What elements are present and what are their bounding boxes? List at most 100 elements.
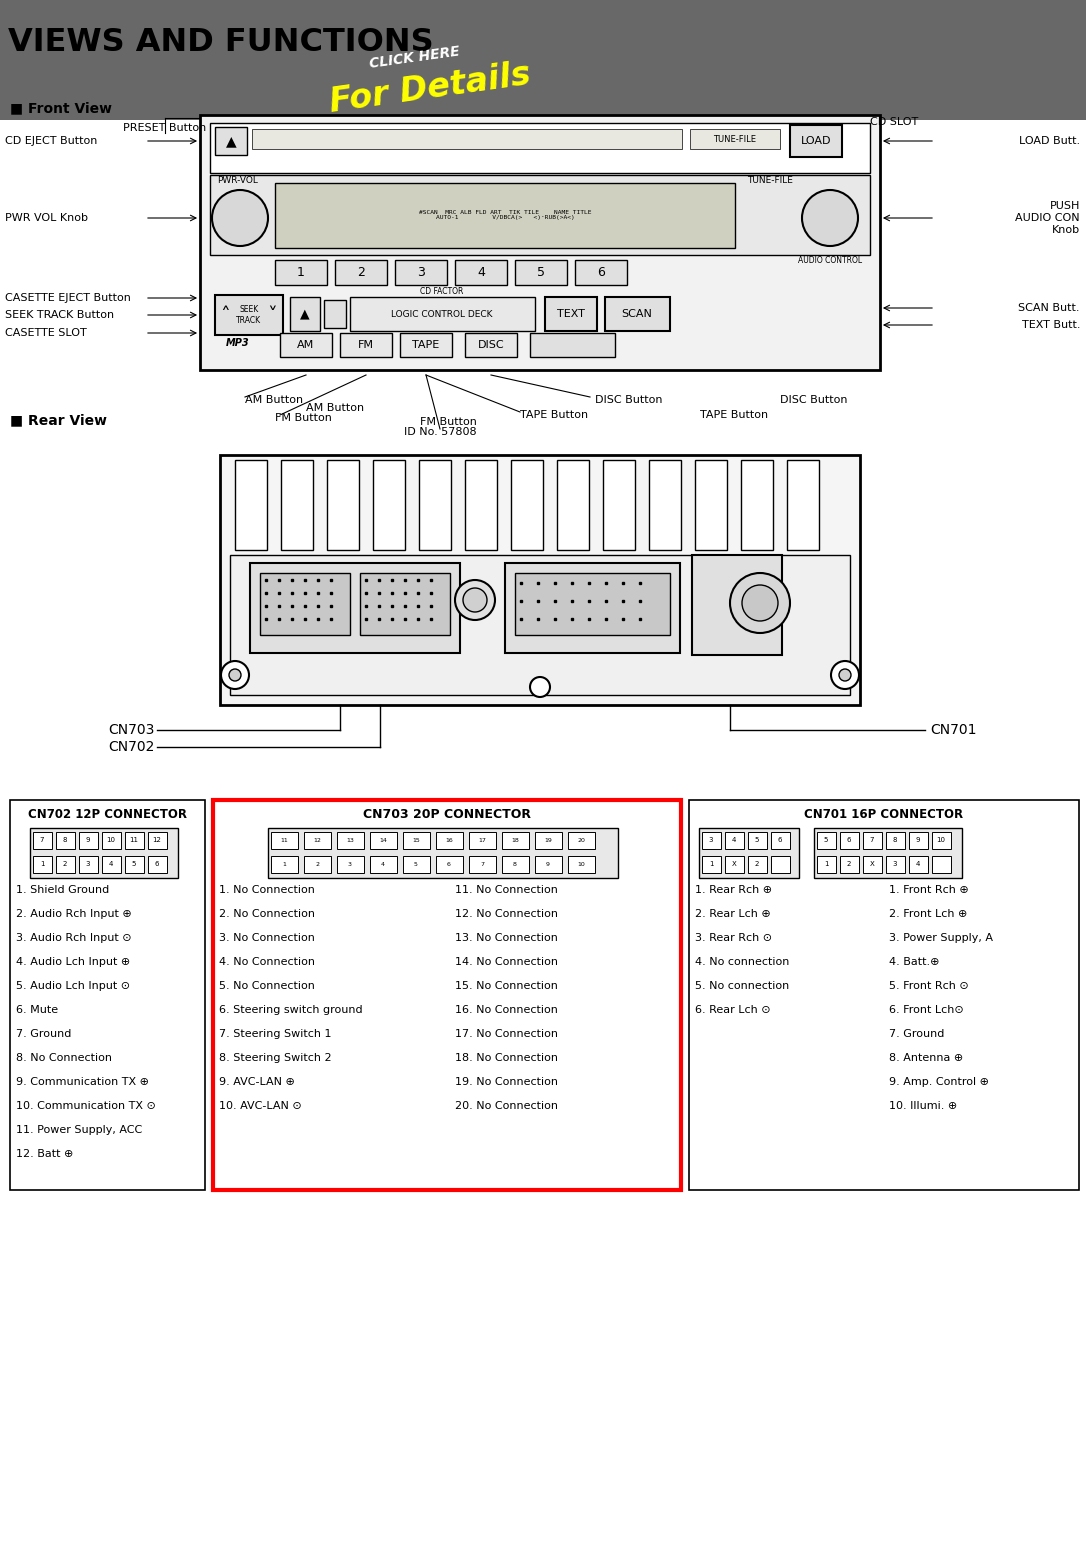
Text: 16. No Connection: 16. No Connection xyxy=(455,1005,558,1015)
Text: 9: 9 xyxy=(546,862,550,866)
Bar xyxy=(814,827,962,877)
Bar xyxy=(215,126,247,155)
Text: 3. No Connection: 3. No Connection xyxy=(219,933,315,943)
Text: AM Button: AM Button xyxy=(245,395,303,404)
Bar xyxy=(530,332,615,357)
Bar xyxy=(699,827,799,877)
Text: AUDIO CONTROL: AUDIO CONTROL xyxy=(798,256,862,264)
Bar xyxy=(787,460,819,549)
Text: 5: 5 xyxy=(755,837,759,843)
Text: 10. Communication TX ⊙: 10. Communication TX ⊙ xyxy=(16,1101,156,1111)
Text: 10: 10 xyxy=(577,862,585,866)
Bar xyxy=(403,832,430,849)
Text: 5: 5 xyxy=(536,265,545,278)
Text: 12: 12 xyxy=(313,838,321,843)
Text: LOAD: LOAD xyxy=(800,136,831,147)
Text: 9: 9 xyxy=(86,837,90,843)
Bar xyxy=(649,460,681,549)
Text: TEXT Butt.: TEXT Butt. xyxy=(1022,320,1079,329)
Bar xyxy=(469,855,496,873)
Bar xyxy=(281,460,313,549)
Text: PWR-VOL: PWR-VOL xyxy=(217,175,258,184)
Bar xyxy=(557,460,589,549)
Text: 3: 3 xyxy=(417,265,425,278)
Text: 19: 19 xyxy=(544,838,552,843)
Bar xyxy=(327,460,359,549)
Text: TUNE-FILE: TUNE-FILE xyxy=(714,134,757,144)
Bar xyxy=(79,832,98,849)
Bar xyxy=(839,832,859,849)
Bar xyxy=(280,332,332,357)
Bar xyxy=(435,855,463,873)
Text: 14. No Connection: 14. No Connection xyxy=(455,957,558,966)
Text: PWR VOL Knob: PWR VOL Knob xyxy=(5,212,88,223)
Text: 11. No Connection: 11. No Connection xyxy=(455,885,558,894)
Text: DISC Button: DISC Button xyxy=(595,395,662,404)
Text: 1. Front Rch ⊕: 1. Front Rch ⊕ xyxy=(889,885,969,894)
Bar xyxy=(337,832,364,849)
Text: TUNE-FILE: TUNE-FILE xyxy=(747,175,793,184)
Text: VIEWS AND FUNCTIONS: VIEWS AND FUNCTIONS xyxy=(8,27,433,58)
Text: 3: 3 xyxy=(709,837,714,843)
Bar xyxy=(771,832,790,849)
Bar xyxy=(435,832,463,849)
Text: 17: 17 xyxy=(478,838,485,843)
Text: 11: 11 xyxy=(280,838,288,843)
Bar xyxy=(886,832,905,849)
Text: TEXT: TEXT xyxy=(557,309,585,318)
Bar xyxy=(605,297,670,331)
Text: 5. No Connection: 5. No Connection xyxy=(219,980,315,991)
Text: 6. Rear Lch ⊙: 6. Rear Lch ⊙ xyxy=(695,1005,771,1015)
Bar xyxy=(272,832,298,849)
Text: 7. Steering Switch 1: 7. Steering Switch 1 xyxy=(219,1029,331,1040)
Text: 2: 2 xyxy=(315,862,319,866)
Bar xyxy=(340,332,392,357)
Text: 5. Front Rch ⊙: 5. Front Rch ⊙ xyxy=(889,980,969,991)
Text: SEEK TRACK Button: SEEK TRACK Button xyxy=(5,311,114,320)
Text: 13. No Connection: 13. No Connection xyxy=(455,933,558,943)
Text: 6. Mute: 6. Mute xyxy=(16,1005,59,1015)
Text: CASETTE SLOT: CASETTE SLOT xyxy=(5,328,87,339)
Text: 20. No Connection: 20. No Connection xyxy=(455,1101,558,1111)
Bar xyxy=(505,564,680,652)
Bar xyxy=(502,832,529,849)
Bar xyxy=(200,116,880,370)
Text: FM: FM xyxy=(358,340,374,350)
Text: 18. No Connection: 18. No Connection xyxy=(455,1054,558,1063)
Bar xyxy=(102,855,121,873)
Text: 1. Shield Ground: 1. Shield Ground xyxy=(16,885,110,894)
Text: 9. Communication TX ⊕: 9. Communication TX ⊕ xyxy=(16,1077,149,1086)
Bar xyxy=(748,832,767,849)
Text: TAPE Button: TAPE Button xyxy=(520,411,589,420)
Text: LOGIC CONTROL DECK: LOGIC CONTROL DECK xyxy=(391,309,493,318)
Text: 8: 8 xyxy=(63,837,67,843)
Bar xyxy=(932,832,951,849)
Bar xyxy=(275,261,327,286)
Text: 4: 4 xyxy=(915,862,920,866)
Bar xyxy=(260,573,350,635)
Bar xyxy=(771,855,790,873)
Text: 1: 1 xyxy=(40,862,45,866)
Text: 4: 4 xyxy=(477,265,485,278)
Bar xyxy=(568,832,595,849)
Bar xyxy=(33,832,52,849)
Bar xyxy=(148,855,167,873)
Text: CD SLOT: CD SLOT xyxy=(870,117,919,126)
Bar xyxy=(909,855,929,873)
Text: 15. No Connection: 15. No Connection xyxy=(455,980,558,991)
Text: X: X xyxy=(870,862,874,866)
Text: For Details: For Details xyxy=(327,58,533,119)
Bar xyxy=(515,573,670,635)
Bar xyxy=(10,799,205,1189)
Text: AM Button: AM Button xyxy=(306,403,364,414)
Bar xyxy=(690,130,780,148)
Text: PRESET Button: PRESET Button xyxy=(124,123,206,133)
Bar xyxy=(250,564,460,652)
Text: CN702 12P CONNECTOR: CN702 12P CONNECTOR xyxy=(27,807,187,821)
Text: 11. Power Supply, ACC: 11. Power Supply, ACC xyxy=(16,1125,142,1135)
Text: 16: 16 xyxy=(445,838,453,843)
Text: 1. No Connection: 1. No Connection xyxy=(219,885,315,894)
Bar xyxy=(30,827,178,877)
Text: 2. Front Lch ⊕: 2. Front Lch ⊕ xyxy=(889,909,968,919)
Text: 5: 5 xyxy=(131,862,136,866)
